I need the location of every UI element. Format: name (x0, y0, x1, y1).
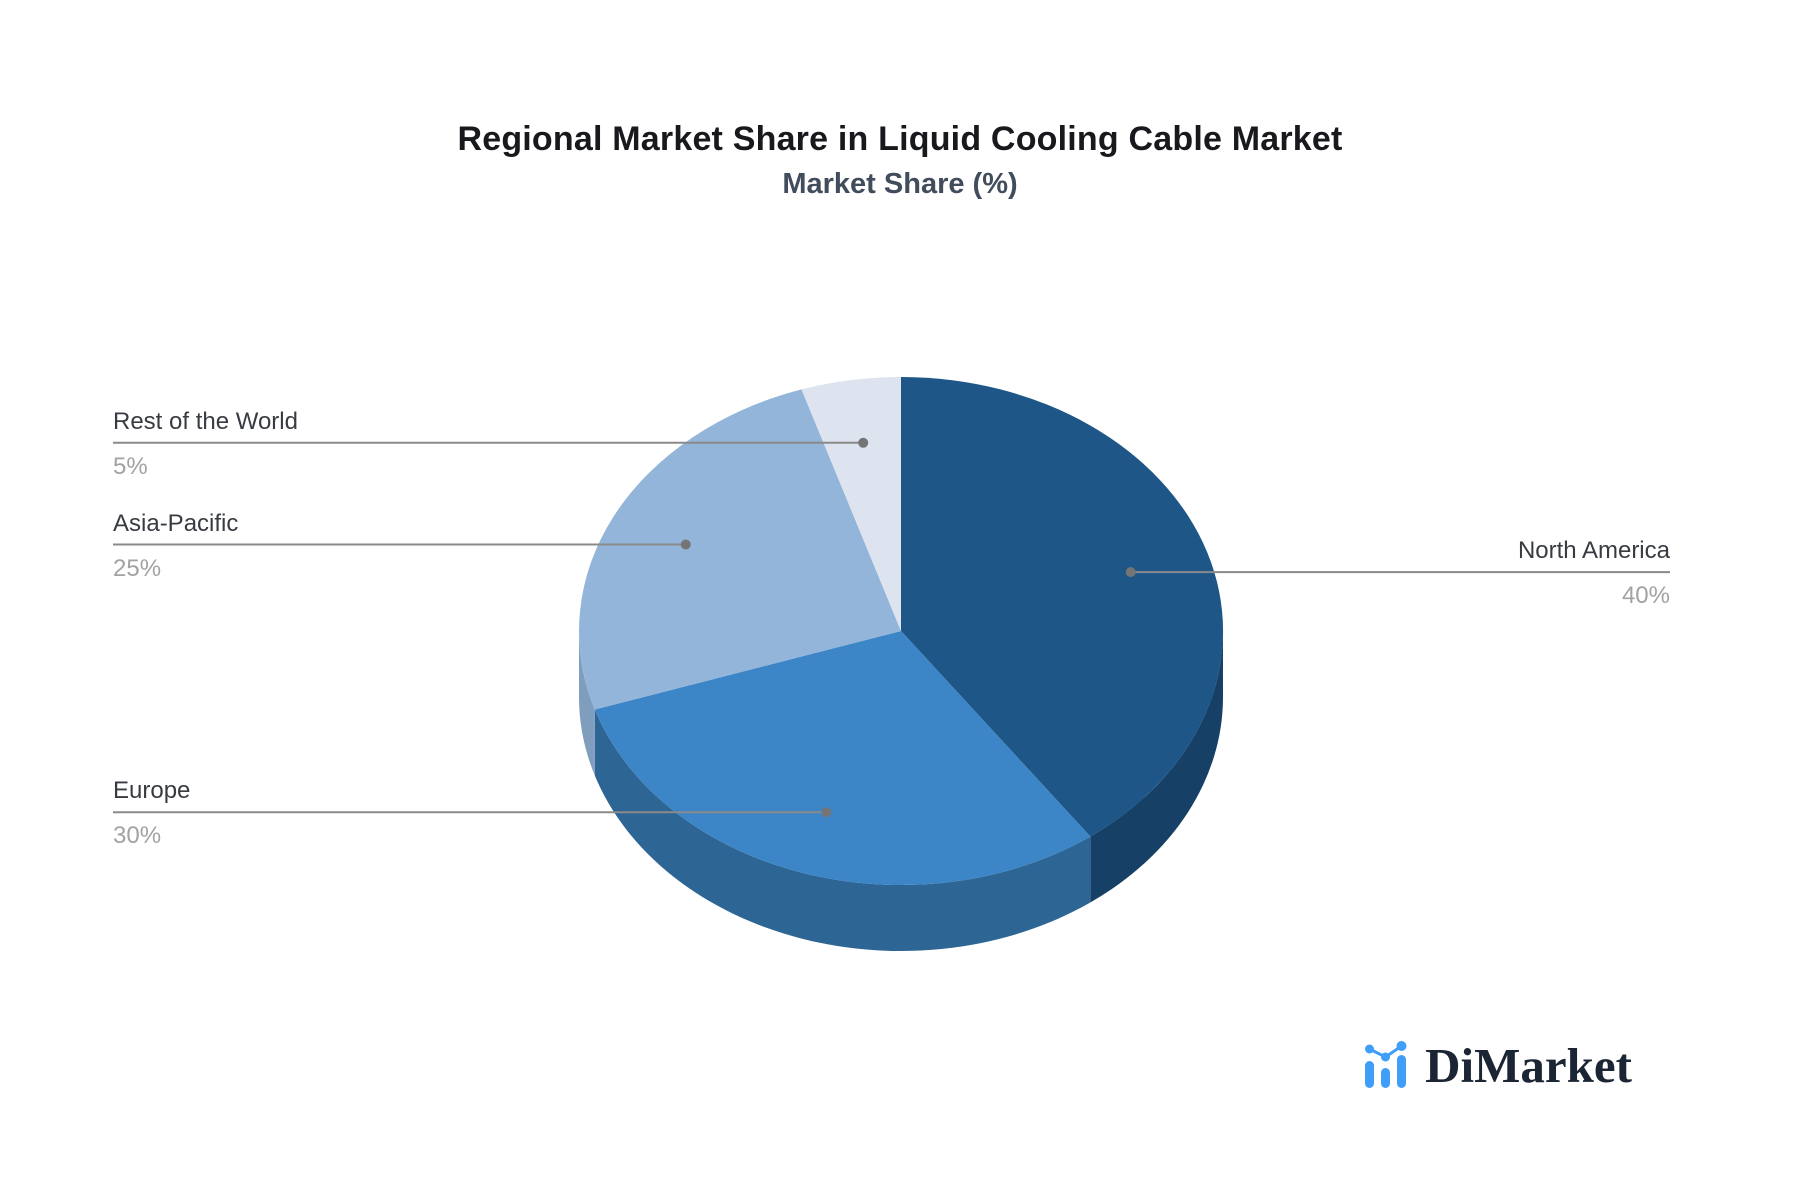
slice-pct-rest-of-the-world: 5% (113, 453, 148, 480)
leader-dot-north-america (1125, 567, 1136, 578)
chart-subtitle: Market Share (%) (782, 168, 1018, 200)
slice-label-rest-of-the-world: Rest of the World (113, 408, 298, 435)
slice-label-north-america: North America (1517, 537, 1670, 564)
chart-title: Regional Market Share in Liquid Cooling … (457, 120, 1343, 158)
pie-slice-side-europe (594, 709, 1091, 952)
pie-slice-europe (594, 631, 1091, 886)
slice-pct-north-america: 40% (1621, 582, 1670, 609)
pie-slice-north-america (901, 377, 1224, 837)
slice-label-asia-pacific: Asia-Pacific (113, 510, 239, 537)
leader-dot-europe (821, 807, 832, 818)
pie-slice-asia-pacific (579, 389, 901, 710)
logo-text: DiMarket (1425, 1038, 1632, 1093)
dimarket-logo: DiMarket (1362, 1040, 1632, 1090)
leader-dot-asia-pacific (680, 539, 691, 550)
leader-dot-rest-of-the-world (858, 437, 869, 448)
pie-slice-side-north-america (1090, 631, 1223, 903)
slice-pct-asia-pacific: 25% (113, 555, 162, 582)
bar-line-chart-icon (1365, 1041, 1407, 1088)
pie-slice-rest-of-the-world (801, 377, 901, 631)
slice-label-europe: Europe (113, 777, 191, 804)
slice-pct-europe: 30% (113, 822, 162, 849)
pie-slice-side-asia-pacific (579, 631, 595, 776)
